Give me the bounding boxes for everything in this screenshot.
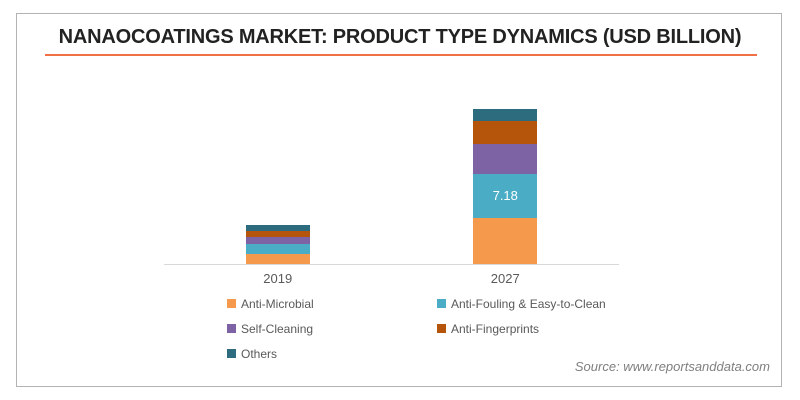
bar-segment: [245, 225, 310, 232]
legend-item: Others: [227, 347, 437, 361]
legend-label: Anti-Fouling & Easy-to-Clean: [451, 296, 606, 311]
bar-segment: [245, 253, 310, 264]
bar-segment: [473, 218, 538, 264]
x-axis-line: [164, 264, 619, 265]
title-underline: [45, 54, 757, 56]
legend-swatch-icon: [227, 324, 236, 333]
legend: Anti-Microbial Anti-Fouling & Easy-to-Cle…: [227, 291, 647, 366]
bar-segment: [245, 236, 310, 245]
bar-segment: [473, 120, 538, 145]
x-axis-label: 2019: [263, 271, 293, 286]
legend-swatch-icon: [437, 299, 446, 308]
source-note: Source: www.reportsanddata.com: [574, 359, 770, 374]
legend-item: Anti-Microbial: [227, 297, 437, 311]
legend-label: Self-Cleaning: [241, 321, 314, 336]
bar-segment: [473, 144, 538, 174]
legend-item: Self-Cleaning: [227, 322, 437, 336]
chart-border-frame: [16, 13, 782, 387]
legend-label: Anti-Microbial: [241, 296, 314, 311]
stacked-bar-2019: [245, 225, 310, 264]
legend-swatch-icon: [227, 299, 236, 308]
legend-label: Others: [241, 346, 278, 361]
legend-label: Anti-Fingerprints: [451, 321, 540, 336]
bar-segment: 7.18: [473, 173, 538, 219]
chart-title: NANAOCOATINGS MARKET: PRODUCT TYPE DYNAM…: [58, 26, 742, 48]
legend-item: Anti-Fingerprints: [437, 322, 647, 336]
bar-segment: [245, 231, 310, 237]
data-label: 7.18: [492, 188, 518, 204]
x-axis-label: 2027: [490, 271, 520, 286]
stacked-bar-2027: 7.18: [473, 108, 538, 264]
legend-swatch-icon: [437, 324, 446, 333]
bar-segment: [473, 108, 538, 121]
legend-item: Anti-Fouling & Easy-to-Clean: [437, 297, 647, 311]
bar-segment: [245, 244, 310, 254]
legend-swatch-icon: [227, 349, 236, 358]
